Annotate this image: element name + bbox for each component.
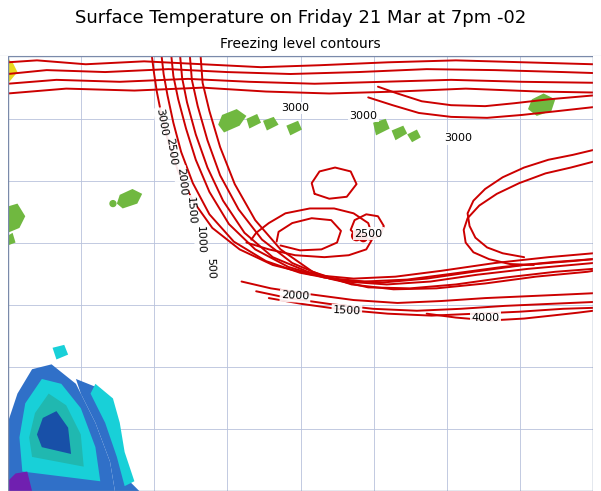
Circle shape: [110, 201, 116, 207]
Polygon shape: [263, 117, 279, 131]
Circle shape: [352, 231, 361, 241]
Text: 3000: 3000: [281, 103, 309, 113]
Text: 4000: 4000: [471, 313, 499, 323]
Text: 3000: 3000: [444, 133, 472, 143]
Polygon shape: [407, 130, 421, 142]
Text: 2000: 2000: [175, 166, 188, 196]
Polygon shape: [19, 379, 100, 481]
Text: Freezing level contours: Freezing level contours: [220, 37, 381, 51]
Polygon shape: [117, 189, 142, 209]
Polygon shape: [392, 126, 407, 140]
Polygon shape: [8, 62, 17, 84]
Polygon shape: [8, 364, 115, 491]
Text: 1000: 1000: [195, 225, 206, 254]
Polygon shape: [218, 109, 246, 133]
Text: 500: 500: [205, 258, 216, 279]
Polygon shape: [8, 57, 13, 72]
Polygon shape: [52, 345, 68, 359]
Text: 3000: 3000: [154, 108, 169, 137]
Polygon shape: [8, 471, 32, 491]
Circle shape: [359, 234, 367, 242]
Polygon shape: [76, 379, 139, 491]
Polygon shape: [8, 204, 25, 233]
Text: 2000: 2000: [281, 290, 310, 302]
Text: 3000: 3000: [349, 111, 377, 121]
Text: 1500: 1500: [332, 305, 361, 317]
Text: Surface Temperature on Friday 21 Mar at 7pm -02: Surface Temperature on Friday 21 Mar at …: [75, 9, 526, 27]
Polygon shape: [373, 119, 389, 136]
Polygon shape: [29, 394, 84, 466]
Polygon shape: [37, 411, 71, 454]
Polygon shape: [91, 384, 135, 486]
Polygon shape: [246, 114, 261, 129]
Text: 1500: 1500: [185, 196, 197, 225]
Polygon shape: [528, 93, 555, 116]
Text: 2500: 2500: [165, 137, 178, 166]
Polygon shape: [286, 121, 302, 136]
Text: 2500: 2500: [354, 229, 382, 239]
Polygon shape: [8, 233, 16, 246]
